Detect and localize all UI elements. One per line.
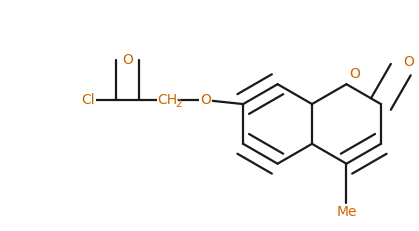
Text: O: O: [122, 53, 133, 67]
Text: CH: CH: [158, 93, 178, 107]
Text: O: O: [403, 55, 414, 69]
Text: Me: Me: [336, 205, 357, 219]
Text: O: O: [349, 67, 360, 81]
Text: 2: 2: [176, 99, 182, 109]
Text: Cl: Cl: [81, 93, 95, 107]
Text: O: O: [200, 93, 211, 107]
